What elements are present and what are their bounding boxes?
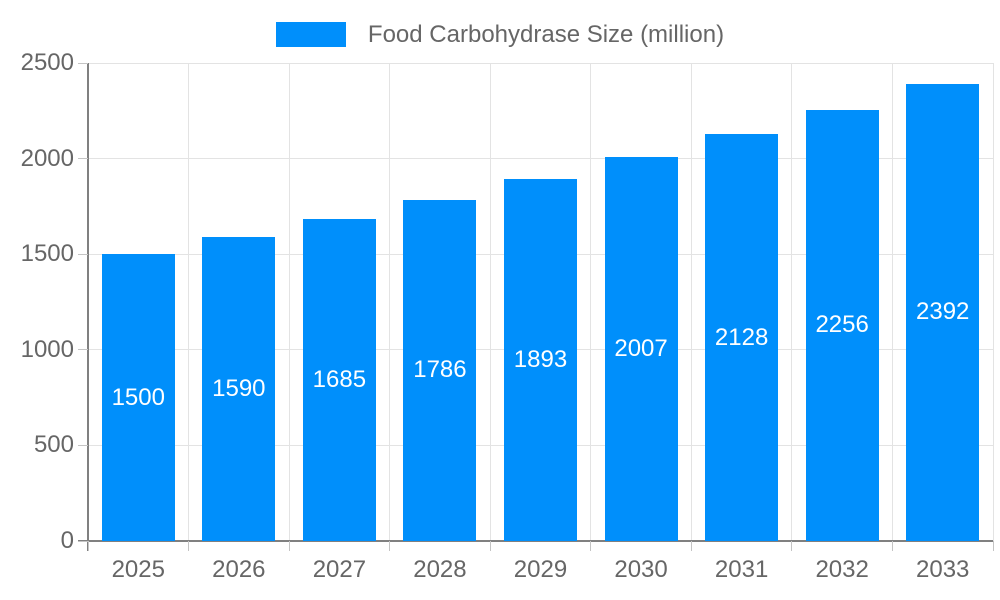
bar-value-label: 1893 [513,346,568,374]
y-axis-tick-label: 500 [33,431,74,459]
bar-value-label: 2128 [714,323,769,351]
x-axis-tick-label: 2033 [916,556,970,583]
y-axis-tick-label: 2500 [20,49,74,76]
bar-value-label: 1685 [312,365,367,393]
x-axis-line [78,540,993,542]
x-axis-tick-label: 2027 [312,556,367,583]
legend-label: Food Carbohydrase Size (million) [367,20,725,48]
x-axis-tick-label: 2030 [614,556,668,583]
bar [504,179,577,541]
x-axis-tick-label: 2031 [714,556,769,583]
h-gridline [88,158,993,160]
bar [604,157,678,541]
bar-value-label: 2392 [916,298,970,326]
x-axis-tick-label: 2028 [413,556,467,583]
y-axis-tick-label: 2000 [20,144,74,172]
x-axis-tick-label: 2026 [212,556,266,583]
bar [202,237,276,541]
v-gridline [489,63,491,541]
bar [101,254,175,541]
x-axis-tick-label: 2029 [513,556,568,583]
bar [705,134,779,541]
bar [805,109,879,541]
y-axis-tick-mark [78,444,88,446]
y-axis-tick-mark [78,253,88,255]
v-gridline [992,63,994,541]
bar-value-label: 1786 [413,356,467,384]
y-axis-tick-label: 0 [60,527,74,554]
bar [403,199,477,541]
y-axis-tick-mark [78,62,88,64]
x-axis-tick-mark [690,541,692,551]
bar-value-label: 1500 [111,383,165,411]
y-axis-tick-label: 1500 [20,240,74,268]
x-axis-tick-mark [791,541,793,551]
x-axis-tick-mark [489,541,491,551]
v-gridline [590,63,592,541]
y-axis-tick-mark [78,540,88,542]
v-gridline [891,63,893,541]
x-axis-tick-mark [288,541,290,551]
v-gridline [791,63,793,541]
x-axis-tick-label: 2025 [111,556,165,583]
y-axis-tick-label: 1000 [20,335,74,363]
x-axis-tick-label: 2032 [815,556,869,583]
x-axis-tick-mark [891,541,893,551]
v-gridline [690,63,692,541]
h-gridline [88,62,993,64]
plot-area: 1500 1590 1685 1786 1893 2007 2128 2256 2392 [78,62,994,551]
v-gridline [389,63,391,541]
y-axis-tick-mark [78,158,88,160]
bar-value-label: 1590 [212,374,266,402]
bar-value-label: 2256 [815,311,869,339]
v-gridline [288,63,290,541]
legend-swatch-icon [275,22,346,47]
y-axis-line [87,63,89,551]
bar-value-label: 2007 [614,335,668,363]
v-gridline [188,63,190,541]
y-axis-tick-mark [78,349,88,351]
x-axis-tick-mark [188,541,190,551]
x-axis-tick-mark [87,541,89,551]
x-axis-tick-mark [389,541,391,551]
x-axis-tick-mark [992,541,994,551]
x-axis-tick-mark [590,541,592,551]
legend[interactable]: Food Carbohydrase Size (million) [0,20,1000,48]
bar [906,83,980,541]
bar [302,218,376,541]
